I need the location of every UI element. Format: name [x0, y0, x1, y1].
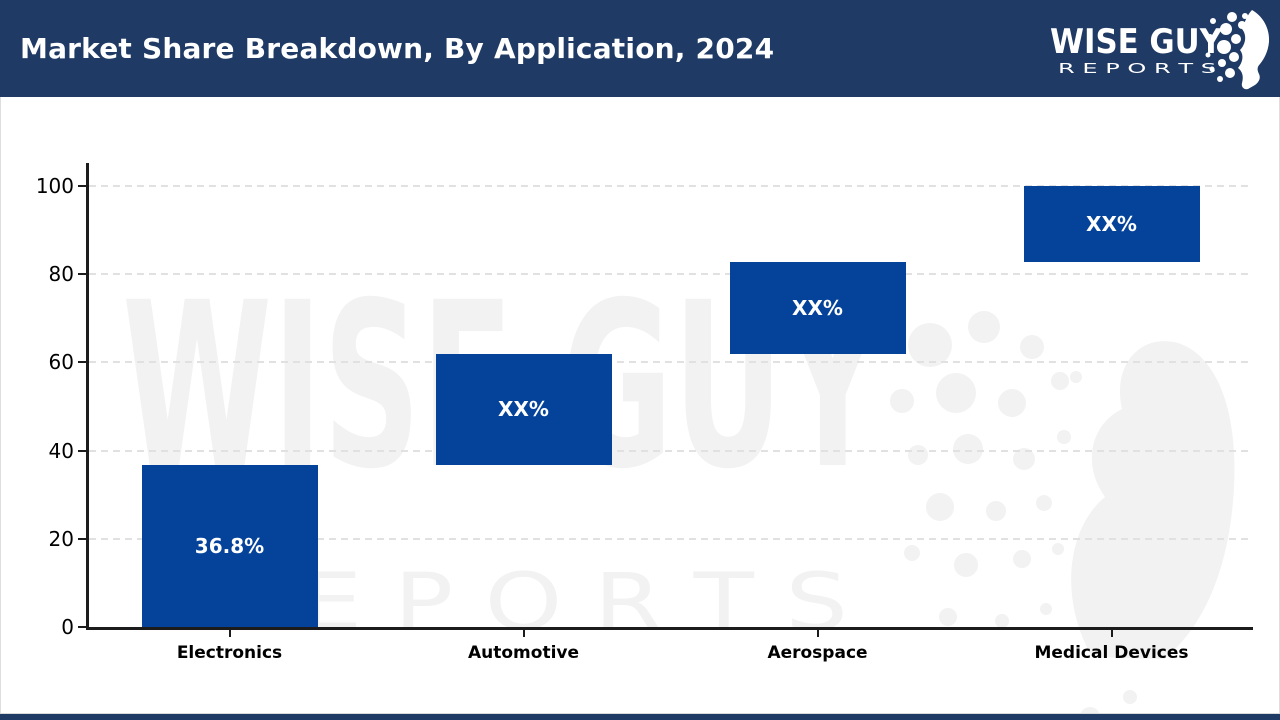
gridline-40	[89, 449, 1253, 452]
watermark: WISE GUY R E P O R T S	[122, 253, 1235, 720]
x-axis	[86, 627, 1253, 630]
page-title: Market Share Breakdown, By Application, …	[20, 32, 775, 65]
footer-divider	[0, 713, 1280, 714]
x-tick-label-aerospace: Aerospace	[767, 643, 868, 663]
x-tick-label-medical-devices: Medical Devices	[1034, 643, 1189, 663]
header: Market Share Breakdown, By Application, …	[0, 0, 1280, 97]
y-tick-label: 40	[48, 438, 74, 463]
bar-electronics	[141, 464, 318, 627]
y-tick-mark	[78, 537, 86, 540]
bar-value-label: XX%	[792, 295, 843, 320]
bar-value-label: XX%	[1086, 212, 1137, 237]
bar-automotive	[435, 353, 612, 465]
x-tick-mark	[522, 629, 525, 637]
x-tick-mark	[816, 629, 819, 637]
x-tick-mark	[1110, 629, 1113, 637]
y-axis	[86, 163, 89, 629]
bar-value-label: XX%	[498, 397, 549, 422]
x-tick-label-electronics: Electronics	[176, 643, 283, 663]
y-tick-label: 60	[48, 350, 74, 375]
gridline-60	[89, 361, 1253, 364]
y-tick-label: 100	[35, 174, 74, 198]
y-tick-label: 80	[48, 262, 74, 287]
footer-bar	[0, 714, 1280, 720]
logo-head-dots-icon	[1205, 10, 1270, 90]
gridline-100	[89, 185, 1253, 187]
logo-text: WISE GUY R E P O R T S	[1050, 22, 1222, 77]
logo-line2: R E P O R T S	[1058, 62, 1216, 77]
bar-value-label: 36.8%	[194, 533, 265, 558]
logo-line1: WISE GUY	[1050, 22, 1222, 62]
left-border	[0, 97, 1, 714]
y-tick-mark	[78, 626, 86, 628]
y-tick-label: 20	[48, 526, 74, 551]
bar-aerospace	[729, 262, 906, 354]
wise-guy-reports-logo: WISE GUY R E P O R T S	[1050, 10, 1270, 90]
bar-medical-devices	[1023, 186, 1200, 263]
y-tick-mark	[78, 361, 86, 364]
y-tick-mark	[78, 273, 86, 276]
x-tick-label-automotive: Automotive	[467, 643, 580, 663]
chart: WISE GUY R E P O R T S	[0, 97, 1280, 720]
y-tick-mark	[78, 449, 86, 452]
gridline-20	[89, 537, 1253, 540]
y-tick-label: 0	[61, 615, 74, 639]
gridline-80	[89, 273, 1253, 276]
x-tick-mark	[228, 629, 231, 637]
y-tick-mark	[78, 185, 86, 187]
